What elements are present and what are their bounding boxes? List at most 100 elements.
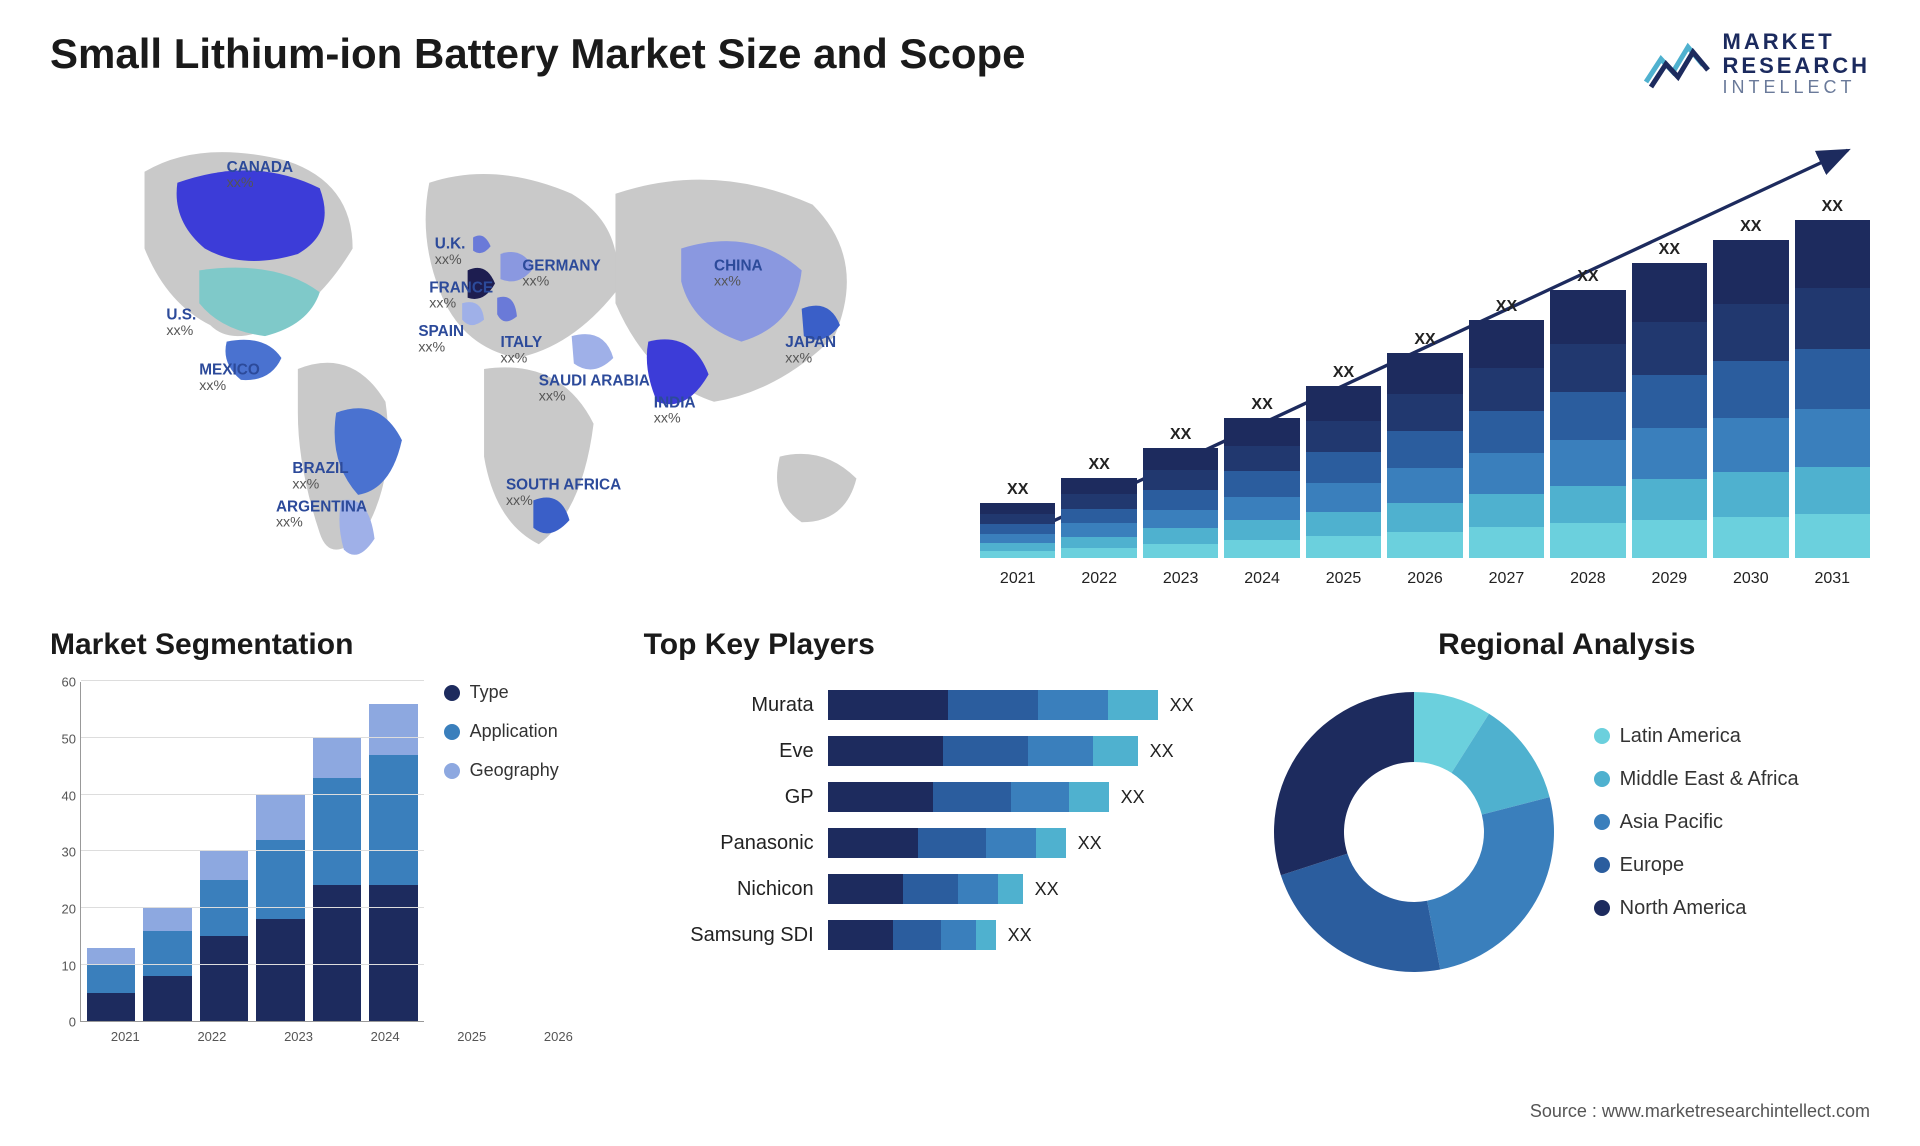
player-segment — [1108, 690, 1158, 720]
growth-segment — [980, 524, 1055, 534]
player-row: XX — [828, 866, 1224, 912]
growth-year-label: 2026 — [1387, 570, 1462, 588]
country-label: MEXICO — [199, 362, 260, 379]
seg-bar-segment — [313, 885, 361, 1021]
growth-segment — [1469, 453, 1544, 493]
player-segment — [828, 874, 903, 904]
legend-label: Application — [470, 721, 558, 742]
country-label: GERMANY — [522, 258, 600, 275]
regional-legend: Latin AmericaMiddle East & AfricaAsia Pa… — [1594, 725, 1799, 940]
growth-bar-label: XX — [1251, 396, 1272, 414]
growth-segment — [1061, 478, 1136, 494]
player-value: XX — [1170, 695, 1194, 716]
growth-bar: XX — [1469, 298, 1544, 558]
world-map-panel: CANADAxx%U.S.xx%MEXICOxx%BRAZILxx%ARGENT… — [50, 128, 940, 588]
players-chart: MurataEveGPPanasonicNichiconSamsung SDI … — [644, 682, 1224, 958]
growth-segment — [1143, 448, 1218, 470]
growth-segment — [1550, 523, 1625, 558]
donut-slice — [1427, 797, 1554, 969]
player-name: Panasonic — [644, 820, 814, 866]
header: Small Lithium-ion Battery Market Size an… — [50, 30, 1870, 98]
seg-bar-segment — [200, 936, 248, 1021]
growth-segment — [1469, 320, 1544, 368]
growth-segment — [1306, 512, 1381, 536]
world-map: CANADAxx%U.S.xx%MEXICOxx%BRAZILxx%ARGENT… — [50, 128, 940, 588]
seg-year-label: 2024 — [346, 1029, 425, 1044]
player-name: Nichicon — [644, 866, 814, 912]
country-label: SOUTH AFRICA — [506, 477, 621, 494]
country-label: CHINA — [714, 258, 763, 275]
growth-segment — [1306, 421, 1381, 452]
seg-bar-segment — [87, 948, 135, 965]
growth-segment — [1143, 510, 1218, 529]
gridline — [81, 964, 424, 965]
growth-year-label: 2027 — [1469, 570, 1544, 588]
gridline — [81, 794, 424, 795]
player-segment — [998, 874, 1023, 904]
country-value: xx% — [227, 175, 254, 191]
legend-dot — [1594, 900, 1610, 916]
page-title: Small Lithium-ion Battery Market Size an… — [50, 30, 1026, 78]
growth-segment — [1469, 494, 1544, 527]
country-value: xx% — [506, 493, 533, 509]
player-segment — [986, 828, 1036, 858]
growth-segment — [1224, 471, 1299, 496]
seg-bar — [313, 738, 361, 1021]
seg-bar — [143, 908, 191, 1021]
growth-segment — [1061, 548, 1136, 558]
segmentation-xaxis: 202120222023202420252026 — [80, 1029, 604, 1044]
growth-segment — [1224, 418, 1299, 446]
player-segment — [1028, 736, 1093, 766]
legend-dot — [1594, 771, 1610, 787]
legend-item: Asia Pacific — [1594, 811, 1799, 834]
legend-dot — [1594, 857, 1610, 873]
growth-segment — [1387, 353, 1462, 394]
growth-segment — [1632, 322, 1707, 375]
country-label: ITALY — [500, 334, 542, 351]
seg-bar-segment — [87, 993, 135, 1021]
country-value: xx% — [714, 274, 741, 290]
player-names: MurataEveGPPanasonicNichiconSamsung SDI — [644, 682, 814, 958]
country-label: FRANCE — [429, 279, 493, 296]
growth-segment — [1632, 375, 1707, 428]
seg-bar-segment — [143, 931, 191, 976]
growth-year-label: 2031 — [1795, 570, 1870, 588]
source-text: Source : www.marketresearchintellect.com — [1530, 1101, 1870, 1122]
growth-segment — [1306, 386, 1381, 420]
gridline — [81, 680, 424, 681]
player-value: XX — [1035, 879, 1059, 900]
growth-segment — [1306, 483, 1381, 512]
player-segment — [828, 736, 943, 766]
growth-segment — [1061, 523, 1136, 537]
seg-bar-segment — [87, 965, 135, 993]
legend-item: Geography — [444, 760, 614, 781]
growth-bar: XX — [1143, 426, 1218, 558]
player-value: XX — [1121, 787, 1145, 808]
growth-bar: XX — [1713, 218, 1788, 558]
country-label: SAUDI ARABIA — [539, 373, 650, 390]
player-row: XX — [828, 774, 1224, 820]
player-row: XX — [828, 682, 1224, 728]
player-segment — [893, 920, 941, 950]
country-value: xx% — [418, 340, 445, 356]
player-segment — [828, 782, 933, 812]
seg-bar-segment — [143, 908, 191, 931]
growth-chart-panel: XXXXXXXXXXXXXXXXXXXXXX 20212022202320242… — [980, 128, 1870, 588]
growth-year-label: 2022 — [1061, 570, 1136, 588]
player-row: XX — [828, 728, 1224, 774]
player-segment — [1038, 690, 1108, 720]
growth-segment — [1387, 394, 1462, 431]
player-value: XX — [1078, 833, 1102, 854]
growth-segment — [1550, 440, 1625, 486]
player-segment — [976, 920, 996, 950]
seg-bar — [87, 948, 135, 1022]
growth-segment — [980, 543, 1055, 551]
growth-segment — [1306, 536, 1381, 558]
country-value: xx% — [522, 274, 549, 290]
growth-year-label: 2023 — [1143, 570, 1218, 588]
growth-bar: XX — [1061, 456, 1136, 558]
growth-segment — [1061, 537, 1136, 548]
legend-item: Europe — [1594, 854, 1799, 877]
growth-segment — [1795, 409, 1870, 466]
seg-bar-segment — [256, 795, 304, 840]
